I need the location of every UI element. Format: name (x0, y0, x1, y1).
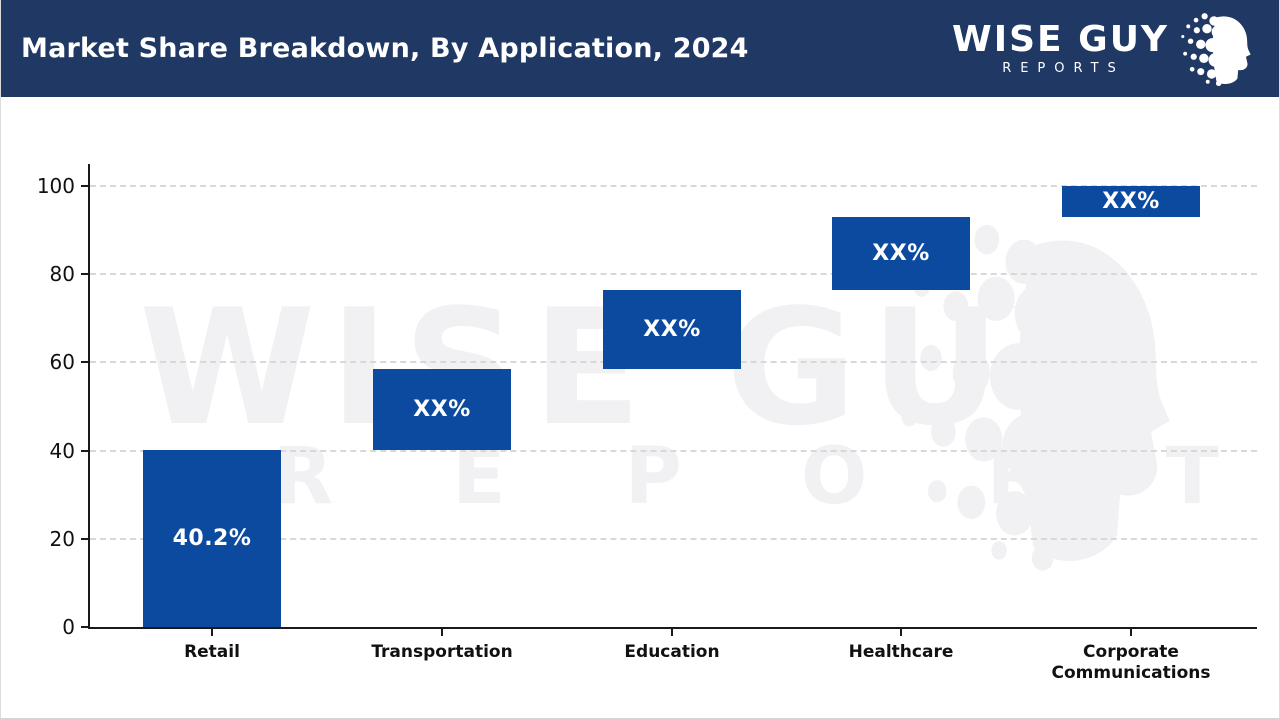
x-tick-label-corporate-communications: Corporate Communications (1051, 642, 1211, 684)
y-tick-mark-100 (81, 185, 89, 187)
wiseguy-logo: WISE GUY REPORTS (952, 8, 1253, 90)
y-tick-label-60: 60 (49, 350, 75, 375)
x-tick-label-retail: Retail (184, 642, 240, 662)
wiseguy-logo-text: WISE GUY REPORTS (951, 19, 1169, 76)
bar-education: XX% (603, 289, 741, 369)
x-tick-mark-healthcare (900, 629, 902, 636)
bar-value-label-transportation: XX% (413, 396, 471, 422)
header-band: Market Share Breakdown, By Application, … (1, 0, 1279, 97)
x-tick-label-transportation: Transportation (371, 642, 513, 662)
bar-transportation: XX% (373, 369, 511, 450)
bar-value-label-corporate-communications: XX% (1102, 188, 1160, 214)
y-tick-mark-20 (81, 537, 89, 540)
x-tick-mark-education (671, 629, 673, 636)
y-tick-mark-0 (81, 626, 89, 628)
y-tick-label-40: 40 (49, 438, 75, 463)
y-tick-mark-40 (81, 449, 89, 452)
y-tick-mark-60 (81, 361, 89, 364)
gridline-100 (90, 185, 1257, 187)
bar-value-label-education: XX% (643, 316, 701, 342)
gridline-80 (90, 273, 1257, 276)
gridline-20 (90, 537, 1257, 540)
wiseguy-head-icon (1181, 12, 1251, 86)
y-tick-mark-80 (81, 273, 89, 276)
gridline-40 (90, 449, 1257, 452)
chart-title: Market Share Breakdown, By Application, … (21, 33, 749, 64)
logo-brand-name: WISE GUY (951, 19, 1169, 60)
bar-value-label-retail: 40.2% (172, 525, 252, 551)
x-tick-mark-corporate-communications (1130, 629, 1132, 636)
bar-corporate-communications: XX% (1062, 186, 1200, 217)
y-axis-spine (88, 164, 90, 629)
bar-value-label-healthcare: XX% (872, 240, 930, 266)
y-tick-label-80: 80 (49, 262, 75, 287)
bar-healthcare: XX% (832, 216, 970, 290)
bar-retail: 40.2% (143, 449, 281, 627)
logo-brand-subtitle: REPORTS (1002, 61, 1125, 76)
x-tick-mark-transportation (441, 629, 443, 636)
y-tick-label-0: 0 (62, 615, 75, 639)
x-tick-label-education: Education (624, 642, 720, 662)
y-tick-label-20: 20 (49, 526, 75, 551)
x-tick-mark-retail (211, 629, 213, 636)
y-tick-label-100: 100 (36, 174, 75, 198)
x-axis-spine (88, 627, 1257, 629)
x-tick-label-healthcare: Healthcare (848, 642, 954, 662)
